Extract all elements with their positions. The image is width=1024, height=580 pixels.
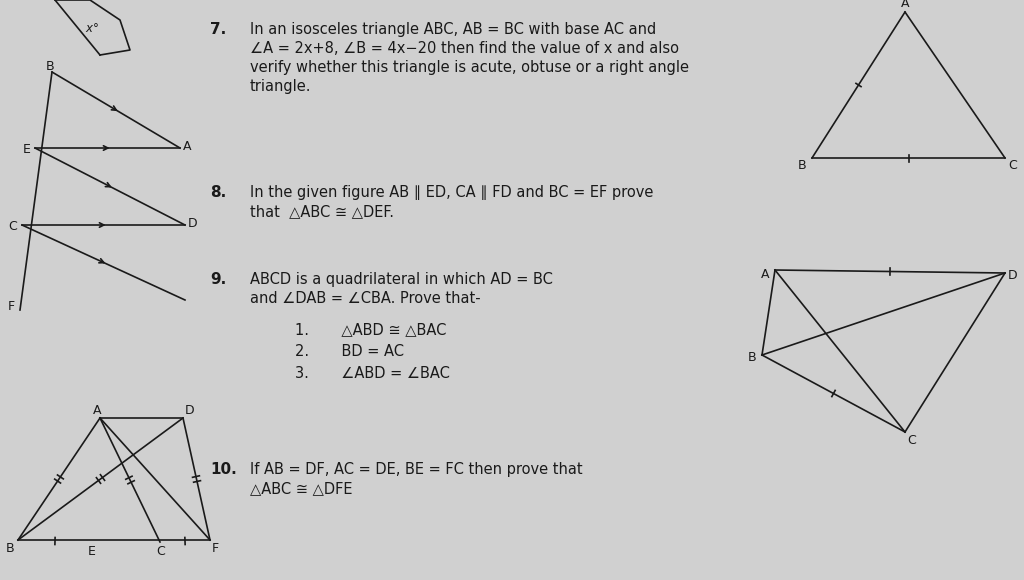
Text: 9.: 9. xyxy=(210,272,226,287)
Text: A: A xyxy=(901,0,909,10)
Text: 1.       △ABD ≅ △BAC: 1. △ABD ≅ △BAC xyxy=(295,322,446,337)
Text: ABCD is a quadrilateral in which AD = BC: ABCD is a quadrilateral in which AD = BC xyxy=(250,272,553,287)
Text: $x°$: $x°$ xyxy=(85,22,99,35)
Text: D: D xyxy=(188,217,198,230)
Text: D: D xyxy=(185,404,195,417)
Text: If AB = DF, AC = DE, BE = FC then prove that: If AB = DF, AC = DE, BE = FC then prove … xyxy=(250,462,583,477)
Text: B: B xyxy=(6,542,14,555)
Text: 7.: 7. xyxy=(210,22,226,37)
Text: B: B xyxy=(748,351,757,364)
Text: E: E xyxy=(88,545,96,558)
Text: F: F xyxy=(8,300,15,313)
Text: 2.       BD = AC: 2. BD = AC xyxy=(295,344,404,359)
Text: verify whether this triangle is acute, obtuse or a right angle: verify whether this triangle is acute, o… xyxy=(250,60,689,75)
Text: 3.       ∠ABD = ∠BAC: 3. ∠ABD = ∠BAC xyxy=(295,366,450,381)
Text: C: C xyxy=(156,545,165,558)
Text: A: A xyxy=(93,404,101,417)
Text: and ∠DAB = ∠CBA. Prove that-: and ∠DAB = ∠CBA. Prove that- xyxy=(250,291,480,306)
Text: C: C xyxy=(907,434,915,447)
Text: A: A xyxy=(761,268,769,281)
Text: B: B xyxy=(798,159,807,172)
Text: C: C xyxy=(1008,159,1017,172)
Text: F: F xyxy=(212,542,219,555)
Text: D: D xyxy=(1008,269,1018,282)
Text: A: A xyxy=(183,140,191,153)
Text: B: B xyxy=(46,60,54,73)
Text: In the given figure AB ∥ ED, CA ∥ FD and BC = EF prove: In the given figure AB ∥ ED, CA ∥ FD and… xyxy=(250,185,653,200)
Text: △ABC ≅ △DFE: △ABC ≅ △DFE xyxy=(250,481,352,496)
Text: ∠A = 2x+8, ∠B = 4x−20 then find the value of x and also: ∠A = 2x+8, ∠B = 4x−20 then find the valu… xyxy=(250,41,679,56)
Text: 10.: 10. xyxy=(210,462,237,477)
Text: In an isosceles triangle ABC, AB = BC with base AC and: In an isosceles triangle ABC, AB = BC wi… xyxy=(250,22,656,37)
Text: E: E xyxy=(23,143,31,156)
Text: triangle.: triangle. xyxy=(250,79,311,94)
Text: C: C xyxy=(8,220,16,233)
Text: 8.: 8. xyxy=(210,185,226,200)
Text: that  △ABC ≅ △DEF.: that △ABC ≅ △DEF. xyxy=(250,204,394,219)
